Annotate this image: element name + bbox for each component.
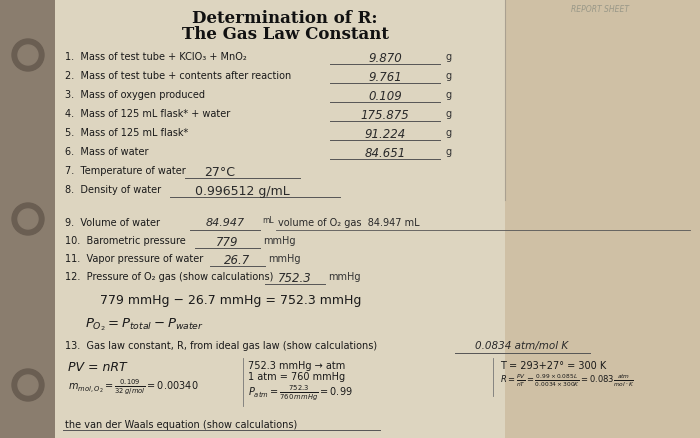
Text: 12.  Pressure of O₂ gas (show calculations): 12. Pressure of O₂ gas (show calculation… (65, 272, 274, 282)
Text: 10.  Barometric pressure: 10. Barometric pressure (65, 236, 186, 246)
Text: 9.  Volume of water: 9. Volume of water (65, 218, 160, 228)
Circle shape (12, 39, 44, 71)
Text: 84.651: 84.651 (365, 147, 405, 160)
Circle shape (12, 203, 44, 235)
Text: g: g (445, 128, 451, 138)
Text: 175.875: 175.875 (360, 109, 409, 122)
Text: g: g (445, 147, 451, 157)
Circle shape (18, 375, 38, 395)
Text: g: g (445, 52, 451, 62)
Text: 7.  Temperature of water: 7. Temperature of water (65, 166, 186, 176)
Circle shape (12, 369, 44, 401)
Text: REPORT SHEET: REPORT SHEET (571, 5, 629, 14)
Text: 752.3: 752.3 (278, 272, 312, 285)
Text: $m_{mol,O_2}=\frac{0.109}{32\,g/mol}=0.00340$: $m_{mol,O_2}=\frac{0.109}{32\,g/mol}=0.0… (68, 377, 199, 396)
Text: 0.109: 0.109 (368, 90, 402, 103)
Text: T = 293+27° = 300 K: T = 293+27° = 300 K (500, 361, 606, 371)
Text: 8.  Density of water: 8. Density of water (65, 185, 161, 195)
Text: g: g (445, 71, 451, 81)
Text: mmHg: mmHg (268, 254, 300, 264)
Circle shape (18, 45, 38, 65)
Text: 3.  Mass of oxygen produced: 3. Mass of oxygen produced (65, 90, 205, 100)
Text: 779: 779 (216, 236, 238, 249)
Circle shape (18, 209, 38, 229)
Text: g: g (445, 109, 451, 119)
Text: mL: mL (262, 216, 274, 225)
Text: volume of O₂ gas  84.947 mL: volume of O₂ gas 84.947 mL (278, 218, 419, 228)
Text: 779 mmHg − 26.7 mmHg = 752.3 mmHg: 779 mmHg − 26.7 mmHg = 752.3 mmHg (100, 294, 361, 307)
Text: mmHg: mmHg (263, 236, 295, 246)
Text: $\it{P_{O_2} = P_{total} - P_{water}}$: $\it{P_{O_2} = P_{total} - P_{water}}$ (85, 316, 204, 332)
FancyBboxPatch shape (55, 0, 505, 438)
Text: $R=\frac{PV}{nT}=\frac{0.99\times0.085L}{0.0034\times300K}=0.083\frac{atm}{mol\c: $R=\frac{PV}{nT}=\frac{0.99\times0.085L}… (500, 373, 634, 389)
Text: Determination of R:: Determination of R: (193, 10, 378, 27)
Text: 4.  Mass of 125 mL flask* + water: 4. Mass of 125 mL flask* + water (65, 109, 230, 119)
Text: mmHg: mmHg (328, 272, 360, 282)
Text: 84.947: 84.947 (205, 218, 244, 228)
Text: 11.  Vapor pressure of water: 11. Vapor pressure of water (65, 254, 203, 264)
Text: 0.996512 g/mL: 0.996512 g/mL (195, 185, 290, 198)
Text: The Gas Law Constant: The Gas Law Constant (181, 26, 388, 43)
Text: 9.761: 9.761 (368, 71, 402, 84)
Text: 752.3 mmHg → atm: 752.3 mmHg → atm (248, 361, 345, 371)
Text: 9.870: 9.870 (368, 52, 402, 65)
Text: 6.  Mass of water: 6. Mass of water (65, 147, 148, 157)
Text: 0.0834 atm/mol K: 0.0834 atm/mol K (475, 341, 568, 351)
Text: 26.7: 26.7 (224, 254, 250, 267)
Text: 5.  Mass of 125 mL flask*: 5. Mass of 125 mL flask* (65, 128, 188, 138)
Text: PV = nRT: PV = nRT (68, 361, 127, 374)
Text: 91.224: 91.224 (365, 128, 405, 141)
Text: 27°C: 27°C (204, 166, 235, 179)
FancyBboxPatch shape (505, 0, 700, 438)
Text: 13.  Gas law constant, R, from ideal gas law (show calculations): 13. Gas law constant, R, from ideal gas … (65, 341, 377, 351)
Text: $P_{atm}=\frac{752.3}{760\,mmHg}=0.99$: $P_{atm}=\frac{752.3}{760\,mmHg}=0.99$ (248, 383, 353, 402)
FancyBboxPatch shape (0, 0, 55, 438)
Text: g: g (445, 90, 451, 100)
Text: 1 atm = 760 mmHg: 1 atm = 760 mmHg (248, 372, 345, 382)
Text: 1.  Mass of test tube + KClO₃ + MnO₂: 1. Mass of test tube + KClO₃ + MnO₂ (65, 52, 246, 62)
Text: 2.  Mass of test tube + contents after reaction: 2. Mass of test tube + contents after re… (65, 71, 291, 81)
Text: the van der Waals equation (show calculations): the van der Waals equation (show calcula… (65, 420, 298, 430)
